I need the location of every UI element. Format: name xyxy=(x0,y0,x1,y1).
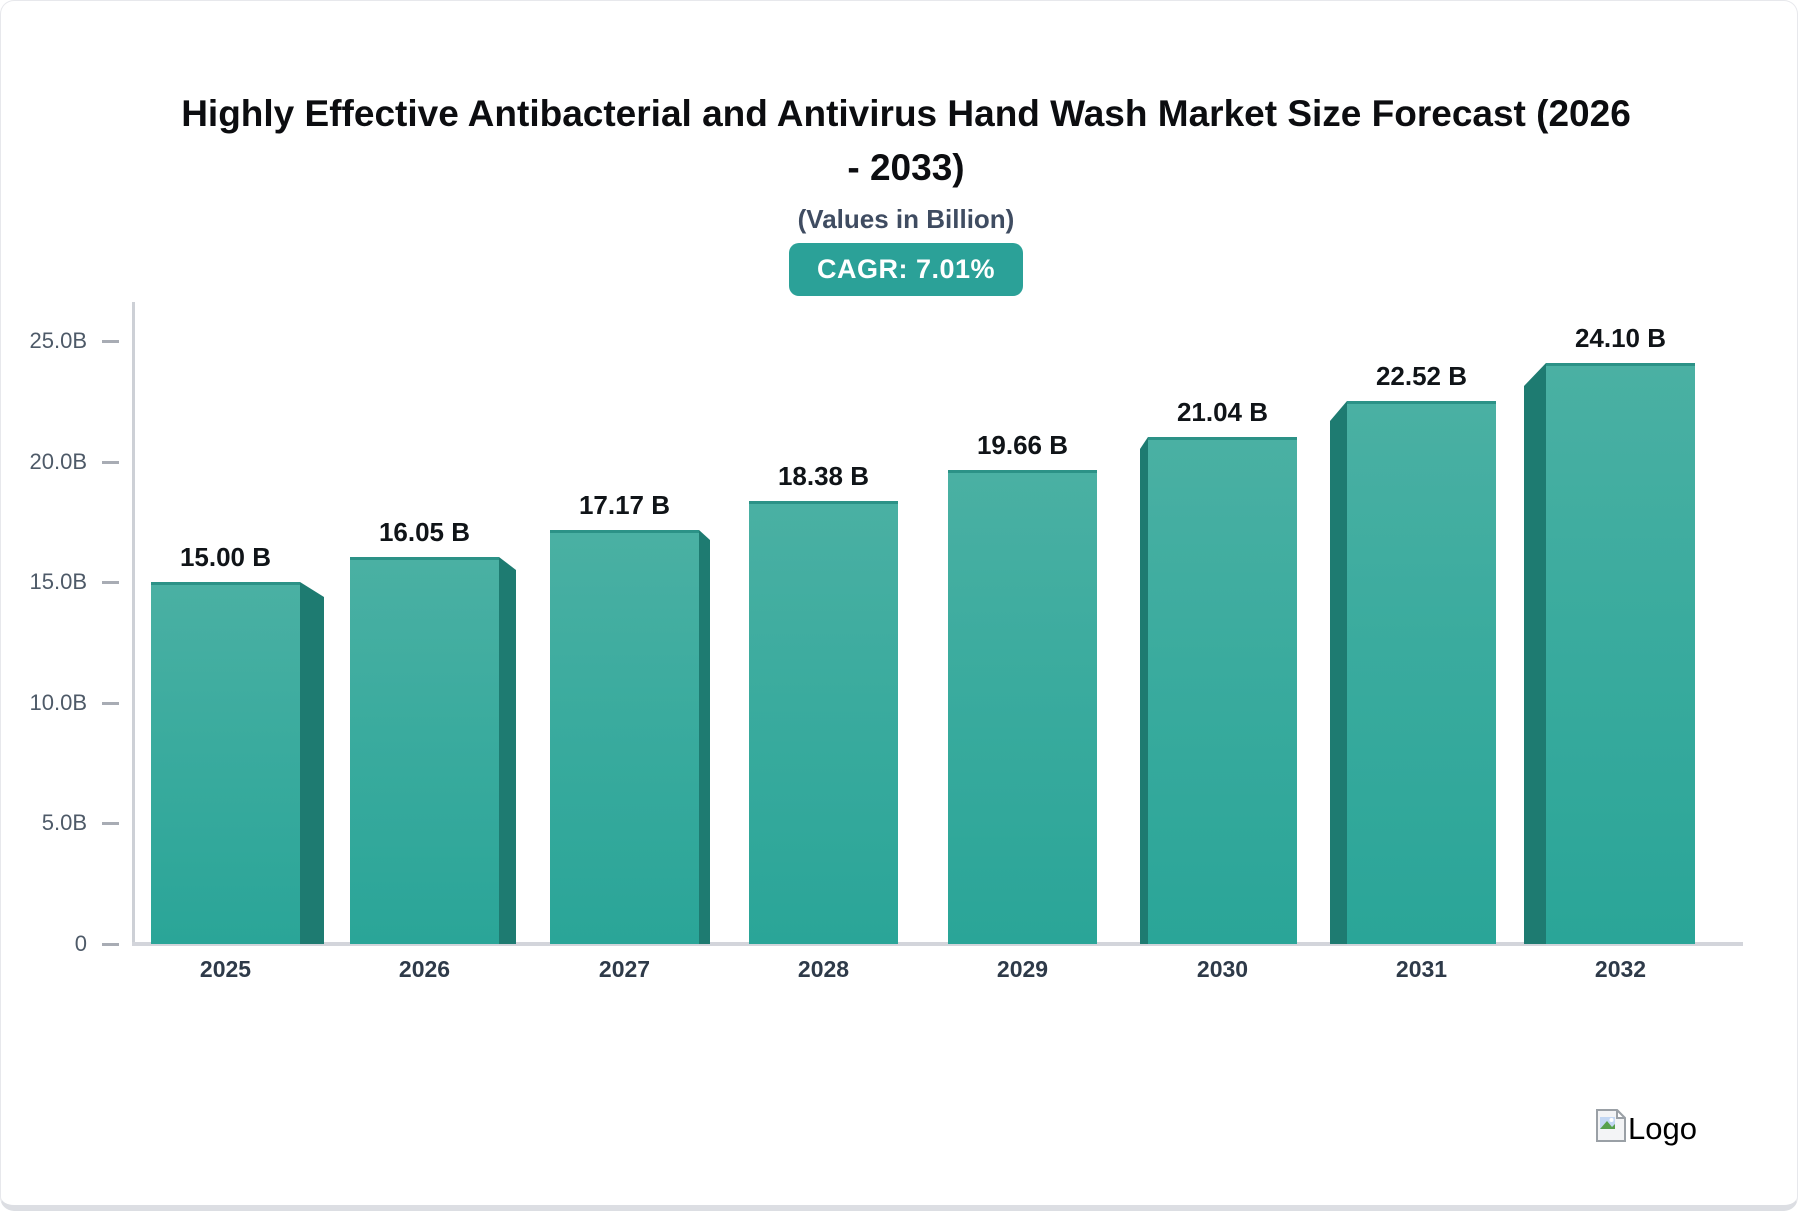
y-axis-line xyxy=(132,302,135,946)
bar-2030[interactable] xyxy=(1148,437,1297,944)
bar-2026[interactable] xyxy=(350,557,499,944)
bar-value-label: 19.66 B xyxy=(976,430,1069,460)
broken-image-icon xyxy=(1596,1108,1627,1142)
bar-value-label: 21.04 B xyxy=(1176,397,1269,427)
x-axis-label-2028: 2028 xyxy=(797,956,850,982)
chart-subtitle: (Values in Billion) xyxy=(797,204,1015,234)
bar-2028[interactable] xyxy=(749,501,898,944)
logo: Logo xyxy=(1596,1108,1697,1147)
x-axis-label-2026: 2026 xyxy=(398,956,451,982)
chart-title-line2: - 2033) xyxy=(847,147,965,188)
x-axis-label-2031: 2031 xyxy=(1395,956,1448,982)
x-axis-label-2032: 2032 xyxy=(1594,956,1647,982)
bar-3d-side xyxy=(499,557,516,944)
bar-value-label: 22.52 B xyxy=(1375,361,1468,391)
bar-2025[interactable] xyxy=(151,582,300,944)
chart-title-line1: Highly Effective Antibacterial and Antiv… xyxy=(181,93,1631,134)
x-axis-label-2025: 2025 xyxy=(199,956,252,982)
y-axis-tick-mark xyxy=(102,460,119,464)
bar-2032[interactable] xyxy=(1546,363,1695,944)
y-axis-tick-label: 15.0B xyxy=(29,569,88,595)
bar-3d-side xyxy=(1330,401,1347,944)
y-axis-tick-label: 10.0B xyxy=(29,689,88,715)
bar-2031[interactable] xyxy=(1347,401,1496,944)
y-axis-tick-mark xyxy=(102,701,119,705)
x-axis-label-2030: 2030 xyxy=(1196,956,1249,982)
bar-value-label: 24.10 B xyxy=(1574,323,1667,353)
y-axis-tick-mark xyxy=(102,340,119,343)
bar-3d-side xyxy=(300,582,324,944)
bar-3d-side xyxy=(699,530,710,944)
y-axis-tick-label: 20.0B xyxy=(29,448,88,474)
y-axis-tick-label: 5.0B xyxy=(41,810,87,836)
bar-2029[interactable] xyxy=(948,470,1097,944)
bar-value-label: 18.38 B xyxy=(777,461,870,491)
logo-alt-text: Logo xyxy=(1628,1111,1697,1146)
cagr-badge: CAGR: 7.01% xyxy=(788,243,1024,296)
chart-title: Highly Effective Antibacterial and Antiv… xyxy=(1,87,1797,195)
bar-2027[interactable] xyxy=(550,530,699,944)
x-axis-line xyxy=(132,942,1743,946)
bar-value-label: 15.00 B xyxy=(179,542,272,572)
y-axis-tick-mark xyxy=(102,943,119,946)
bar-value-label: 16.05 B xyxy=(378,517,471,547)
y-axis-tick-label: 25.0B xyxy=(29,328,88,353)
y-axis-tick-label: 0 xyxy=(74,931,87,956)
bar-3d-side xyxy=(1140,437,1148,944)
y-axis-tick-mark xyxy=(102,822,119,826)
chart-header: Highly Effective Antibacterial and Antiv… xyxy=(1,87,1797,296)
bar-value-label: 17.17 B xyxy=(578,490,671,520)
y-axis-tick-mark xyxy=(102,581,119,585)
bar-3d-side xyxy=(1524,363,1546,944)
x-axis-label-2029: 2029 xyxy=(996,956,1049,982)
x-axis-label-2027: 2027 xyxy=(598,956,651,982)
